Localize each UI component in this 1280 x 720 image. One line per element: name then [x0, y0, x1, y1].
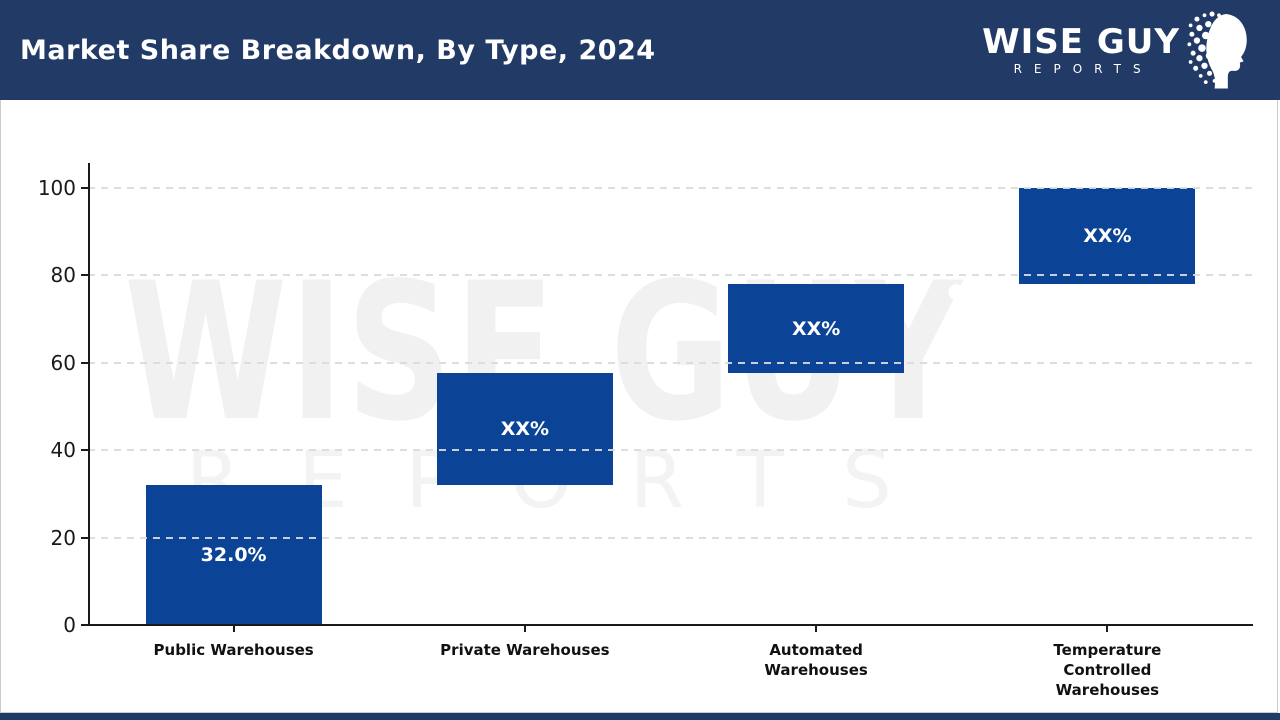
logo-face-icon — [1187, 11, 1247, 89]
page-title: Market Share Breakdown, By Type, 2024 — [20, 34, 656, 66]
logo-wordmark: WISE GUY REPORTS — [982, 25, 1180, 75]
logo-subtitle: REPORTS — [1013, 62, 1153, 76]
footer-bar — [0, 713, 1280, 720]
header: Market Share Breakdown, By Type, 2024 WI… — [0, 0, 1280, 100]
chart-canvas — [0, 100, 1278, 713]
logo-title: WISE GUY — [982, 22, 1180, 62]
wiseguy-logo: WISE GUY REPORTS — [982, 9, 1254, 91]
